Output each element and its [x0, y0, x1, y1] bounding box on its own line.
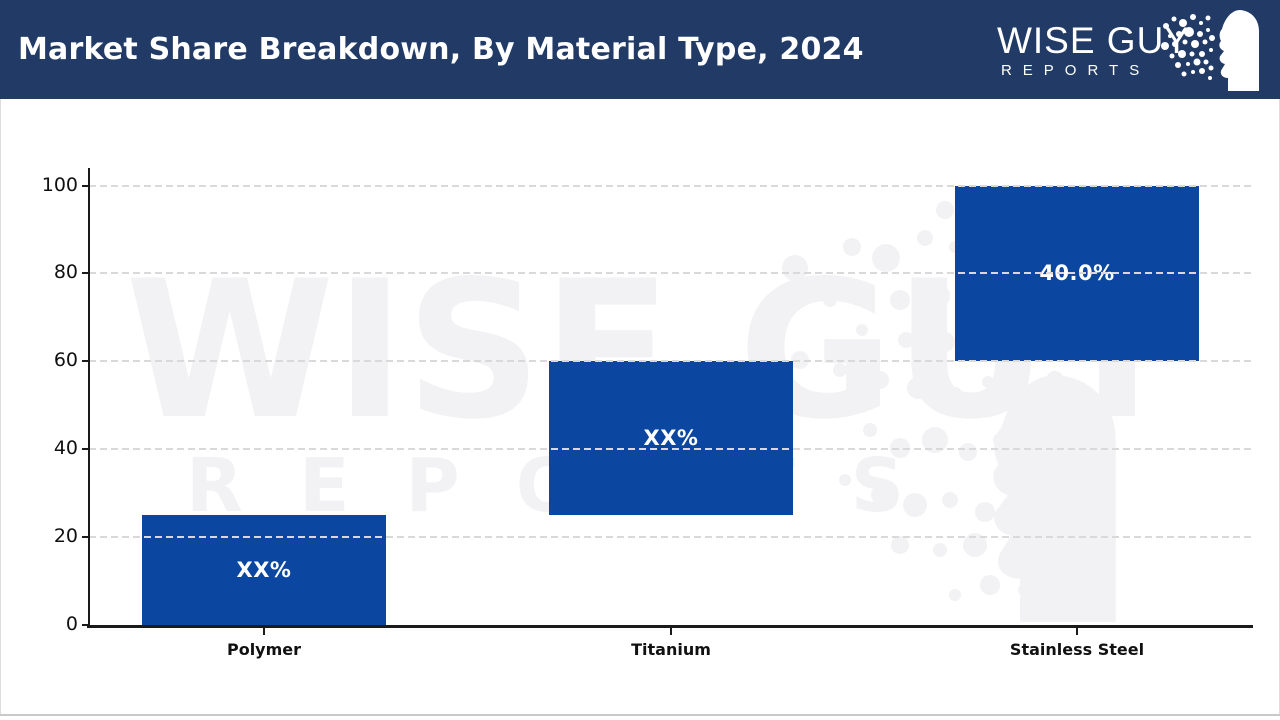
x-axis — [87, 625, 1253, 628]
y-tick-label: 0 — [65, 613, 78, 635]
wise-guy-reports-logo: WISE GUY REPORTS — [997, 8, 1262, 92]
bar-value-label-titanium: XX% — [643, 426, 699, 451]
y-tick-mark — [82, 624, 89, 626]
bar-titanium: XX% — [549, 361, 793, 516]
bar-polymer: XX% — [142, 515, 386, 625]
bottom-divider — [0, 714, 1280, 716]
y-tick-mark — [82, 448, 89, 451]
logo-wordmark: WISE GUY — [996, 19, 1190, 61]
bar-value-label-polymer: XX% — [236, 558, 292, 583]
x-category-label-polymer: Polymer — [226, 640, 302, 659]
y-tick-label: 60 — [53, 349, 78, 372]
gridline-100 — [89, 184, 1253, 187]
watermark-face-silhouette — [993, 375, 1116, 622]
y-tick-mark — [82, 184, 89, 187]
logo-tagline: REPORTS — [1000, 61, 1151, 79]
page-header: Market Share Breakdown, By Material Type… — [0, 0, 1280, 99]
y-axis — [88, 168, 90, 628]
y-tick-label: 80 — [53, 261, 78, 284]
gridline-40 — [89, 448, 1253, 451]
x-tick-mark — [263, 628, 265, 635]
x-category-label-stainless-steel: Stainless Steel — [1009, 640, 1145, 659]
x-tick-mark — [1076, 628, 1078, 635]
page-title: Market Share Breakdown, By Material Type… — [18, 32, 864, 67]
gridline-20 — [89, 536, 1253, 539]
gridline-60 — [89, 360, 1253, 363]
logo-face-icon — [1161, 9, 1259, 91]
logo-wordmark-block: WISE GUY REPORTS — [997, 22, 1190, 78]
y-tick-mark — [82, 272, 89, 275]
y-tick-label: 100 — [41, 173, 78, 196]
y-tick-mark — [82, 536, 89, 539]
y-tick-label: 20 — [53, 525, 78, 548]
x-category-label-titanium: Titanium — [631, 640, 711, 659]
x-tick-mark — [670, 628, 672, 635]
y-tick-mark — [82, 360, 89, 363]
y-tick-label: 40 — [53, 437, 78, 460]
gridline-80 — [89, 272, 1253, 275]
